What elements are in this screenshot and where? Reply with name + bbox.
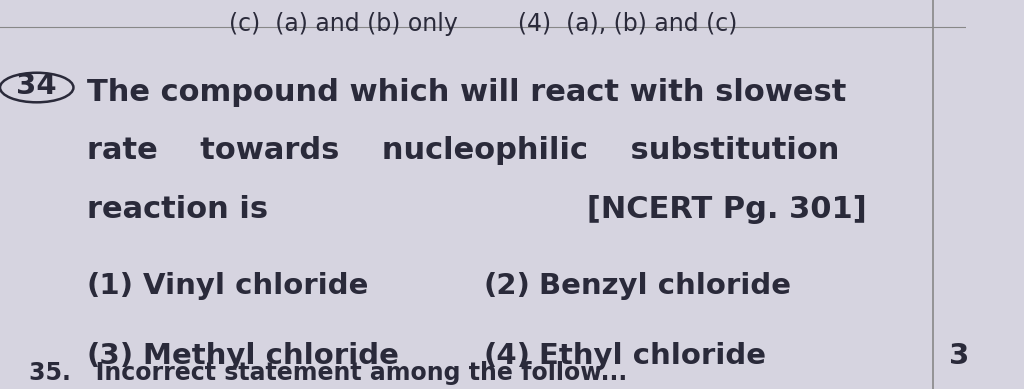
- Text: 35.   Incorrect statement among the follow...: 35. Incorrect statement among the follow…: [29, 361, 628, 385]
- Text: rate    towards    nucleophilic    substitution: rate towards nucleophilic substitution: [87, 136, 840, 165]
- Text: Ethyl chloride: Ethyl chloride: [540, 342, 766, 370]
- Text: (4): (4): [483, 342, 530, 370]
- Text: The compound which will react with slowest: The compound which will react with slowe…: [87, 78, 847, 107]
- Text: (c)  (a) and (b) only        (4)  (a), (b) and (c): (c) (a) and (b) only (4) (a), (b) and (c…: [229, 12, 737, 36]
- Text: (3): (3): [87, 342, 134, 370]
- Text: Benzyl chloride: Benzyl chloride: [540, 272, 792, 300]
- Text: Methyl chloride: Methyl chloride: [143, 342, 399, 370]
- Text: (1): (1): [87, 272, 134, 300]
- Text: 34: 34: [16, 72, 57, 100]
- Text: Vinyl chloride: Vinyl chloride: [143, 272, 369, 300]
- Text: (2): (2): [483, 272, 530, 300]
- Text: 3: 3: [949, 342, 970, 370]
- Text: reaction is                              [NCERT Pg. 301]: reaction is [NCERT Pg. 301]: [87, 194, 866, 224]
